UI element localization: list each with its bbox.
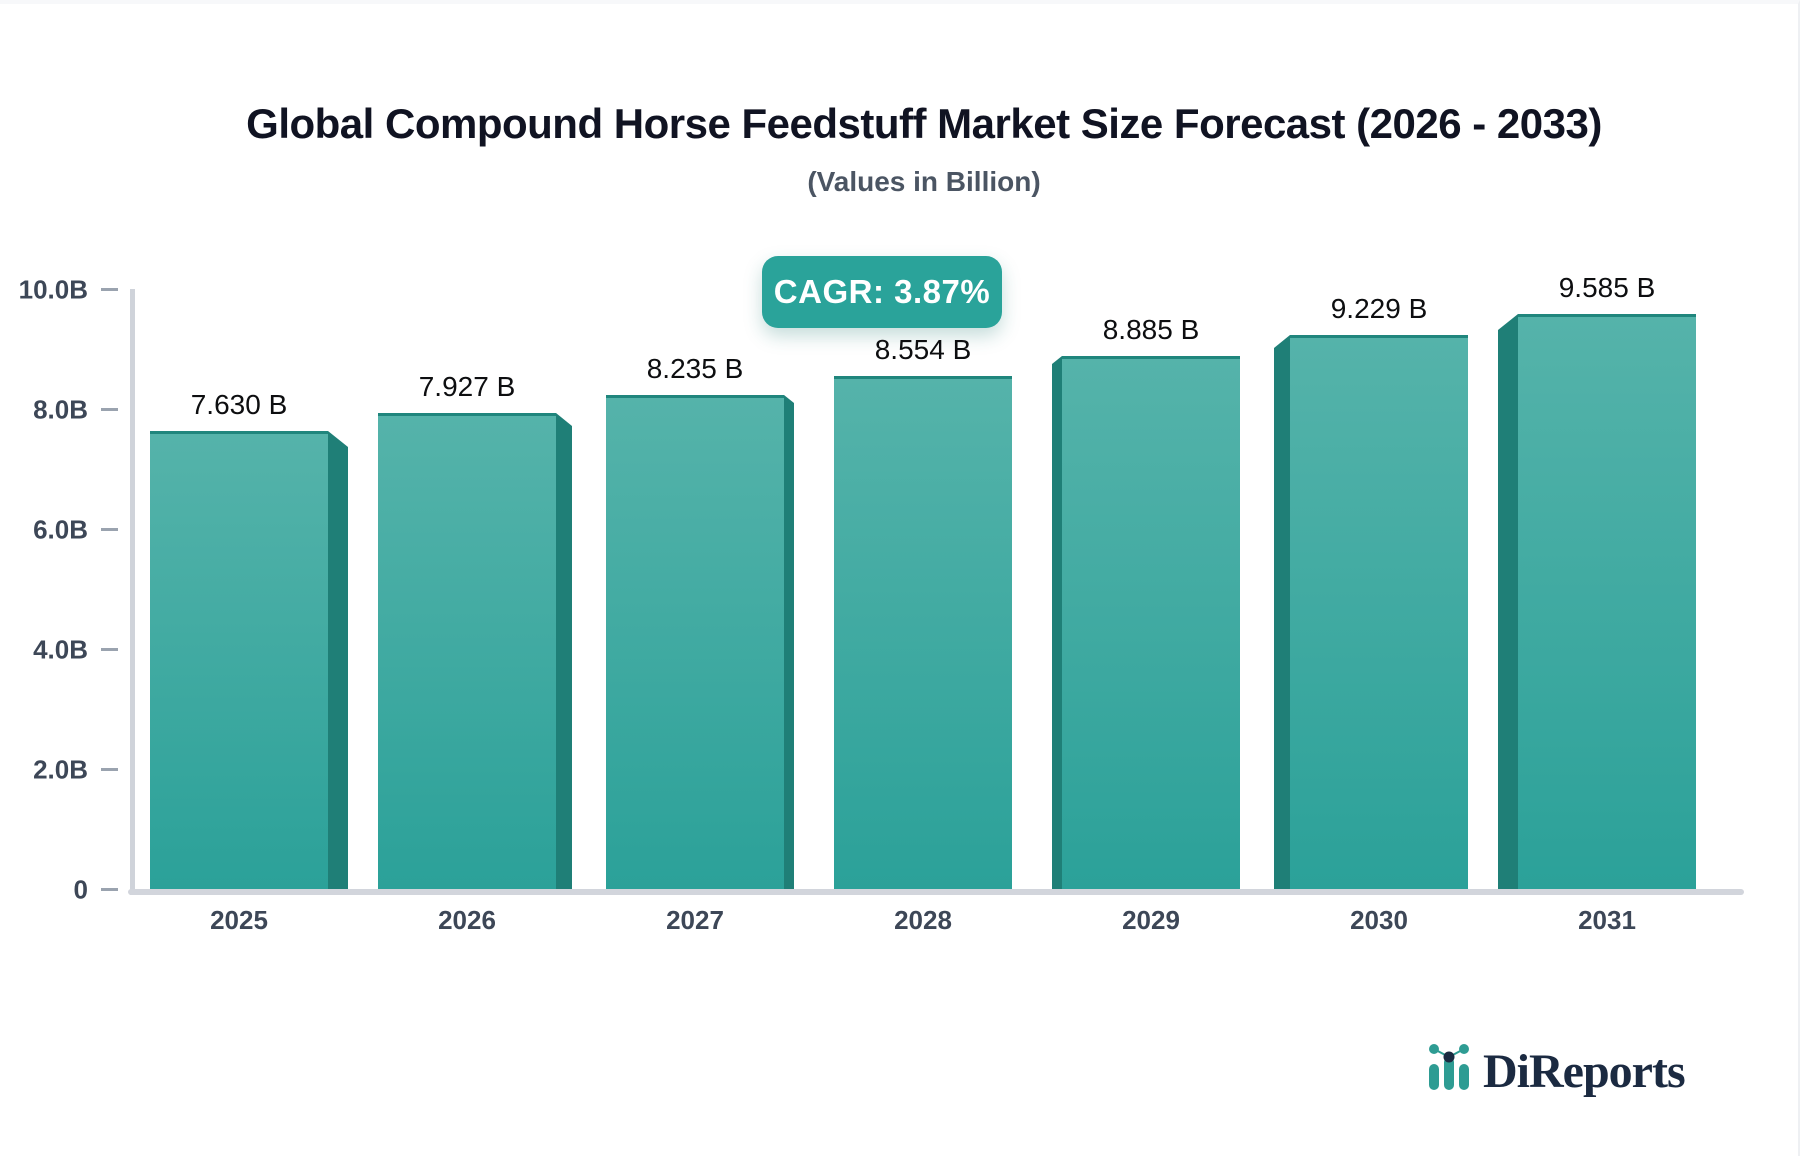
chart-subtitle: (Values in Billion) [807,166,1041,197]
chart-title: Global Compound Horse Feedstuff Market S… [246,100,1602,147]
x-tick-label-2026: 2026 [438,905,496,935]
bar-2025: 7.630 B [150,389,348,889]
bar-value-label: 8.554 B [874,334,972,365]
bar-side-3d [784,395,794,889]
bar-2027: 8.235 B [606,353,794,889]
logo-text: DiReports [1483,1045,1686,1098]
bar-value-label: 9.585 B [1558,272,1656,303]
bar-value-label: 7.630 B [190,389,288,420]
bar-2026: 7.927 B [378,371,572,889]
x-axis-baseline [128,889,1744,895]
bar-face [834,376,1012,889]
bar-face [606,395,784,889]
bar-face [150,431,328,889]
y-axis-line [130,289,135,895]
bar-2028: 8.554 B [834,334,1012,889]
bar-face [1062,356,1240,889]
y-tick-mark [101,528,118,531]
cagr-badge: CAGR: 3.87% [762,256,1002,328]
y-tick-label: 0 [73,874,88,905]
x-tick-label-2031: 2031 [1578,905,1636,935]
y-tick-label: 4.0B [33,634,88,665]
x-tick-label-2028: 2028 [894,905,952,935]
x-tick-label-2027: 2027 [666,905,724,935]
bar-2030: 9.229 B [1274,293,1468,889]
bar-side-3d [1498,314,1518,889]
y-tick-label: 10.0B [18,274,88,305]
y-tick-mark [101,768,118,771]
bar-side-3d [556,413,572,889]
bar-face [1290,335,1468,889]
x-tick-label-2029: 2029 [1122,905,1180,935]
mini-bar-line-chart-icon [1429,1044,1469,1090]
bar-face [378,413,556,889]
bar-value-label: 7.927 B [418,371,516,402]
y-tick-mark [101,288,118,291]
y-tick-mark [101,408,118,411]
y-tick-mark [101,888,118,891]
y-tick-mark [101,648,118,651]
bar-side-3d [1052,356,1062,889]
bar-2031: 9.585 B [1498,272,1696,889]
bar-2029: 8.885 B [1052,314,1240,889]
bar-side-3d [328,431,348,889]
bar-side-3d [1274,335,1290,889]
y-tick-label: 8.0B [33,394,88,425]
bar-value-label: 9.229 B [1330,293,1428,324]
bar-face [1518,314,1696,889]
x-tick-label-2025: 2025 [210,905,268,935]
bar-value-label: 8.235 B [646,353,744,384]
y-tick-label: 6.0B [33,514,88,545]
x-tick-label-2030: 2030 [1350,905,1408,935]
bar-value-label: 8.885 B [1102,314,1200,345]
direports-logo: DiReports [1425,1038,1686,1098]
y-tick-label: 2.0B [33,754,88,785]
